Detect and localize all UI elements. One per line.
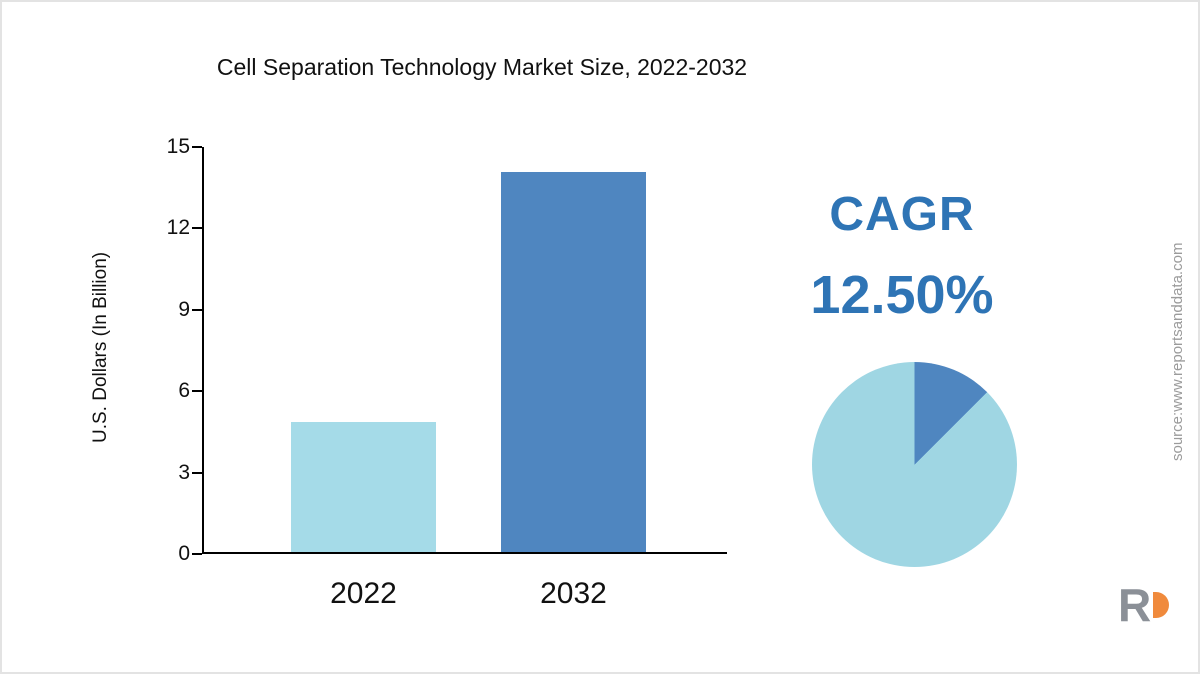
y-tick-label: 6 [178,379,190,403]
source-text: source:www.reportsanddata.com [1169,242,1186,462]
y-tick-label: 9 [178,297,190,321]
chart-title: Cell Separation Technology Market Size, … [216,54,748,80]
cagr-value: 12.50% [810,265,994,325]
logo-accent-icon [1153,592,1170,618]
y-axis-label: U.S. Dollars (In Billion) [90,251,111,443]
cagr-label: CAGR [829,188,975,241]
y-tick-mark [192,308,202,311]
bar-chart-plot-area: 0 3 6 9 12 15 2022 2032 [167,135,727,610]
x-tick-label: 2032 [540,577,607,610]
logo-letter: R [1118,579,1152,631]
brand-logo: R [1118,579,1170,631]
y-tick-mark [192,227,202,230]
y-tick-mark [192,553,202,555]
y-tick-mark [192,146,202,148]
y-tick-label: 12 [166,216,190,240]
bar-2032 [501,172,646,552]
bar-2022 [291,421,436,552]
y-tick-mark [192,471,202,474]
y-tick-mark [192,390,202,393]
x-tick-label: 2022 [330,577,397,610]
y-tick-label: 3 [178,460,190,484]
pie-chart [812,362,1017,567]
y-tick-label: 15 [166,135,190,158]
y-tick-label: 0 [178,542,190,565]
